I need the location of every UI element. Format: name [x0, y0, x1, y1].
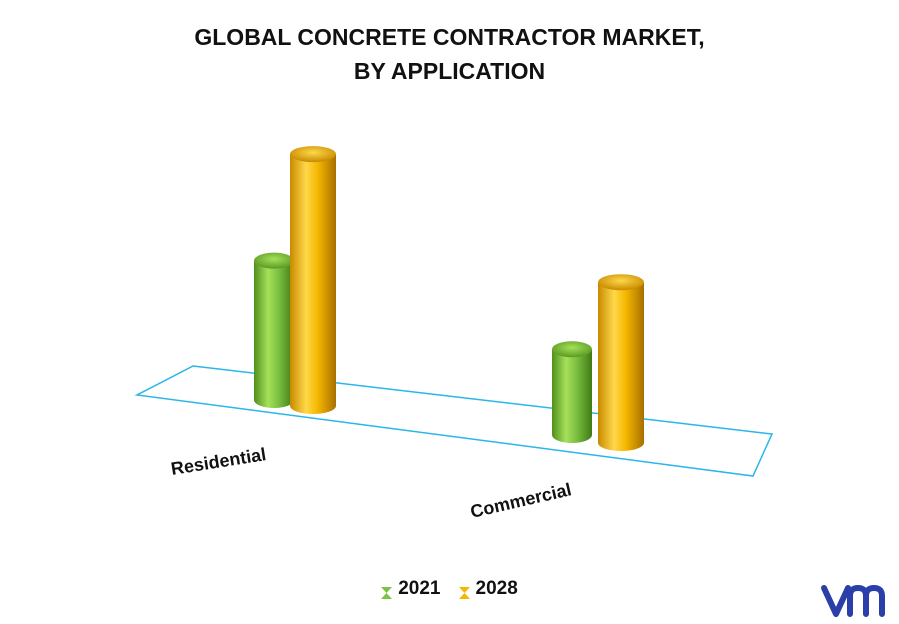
category-label-residential: Residential	[169, 444, 267, 479]
legend-swatch-2021	[381, 583, 393, 599]
bar-2021-commercial	[552, 341, 592, 443]
bar-2021-residential	[254, 252, 294, 408]
bar-2028-commercial	[598, 274, 644, 451]
chart-title-block: GLOBAL CONCRETE CONTRACTOR MARKET, BY AP…	[0, 20, 899, 88]
legend-label-2021: 2021	[398, 578, 441, 599]
legend-swatch-2028	[458, 583, 470, 599]
vmr-logo	[821, 584, 885, 617]
chart-legend: 2021 2028	[0, 578, 899, 600]
legend-label-2028: 2028	[475, 578, 518, 599]
legend-marker-2028	[458, 587, 470, 599]
legend-marker-2021	[381, 587, 393, 599]
chart-title: GLOBAL CONCRETE CONTRACTOR MARKET,	[194, 24, 705, 50]
bar-2028-residential	[290, 146, 336, 414]
chart-subtitle: BY APPLICATION	[353, 58, 546, 84]
category-label-commercial: Commercial	[468, 479, 573, 522]
legend-item-2021: 2021	[381, 578, 441, 600]
legend-item-2028: 2028	[458, 578, 518, 600]
